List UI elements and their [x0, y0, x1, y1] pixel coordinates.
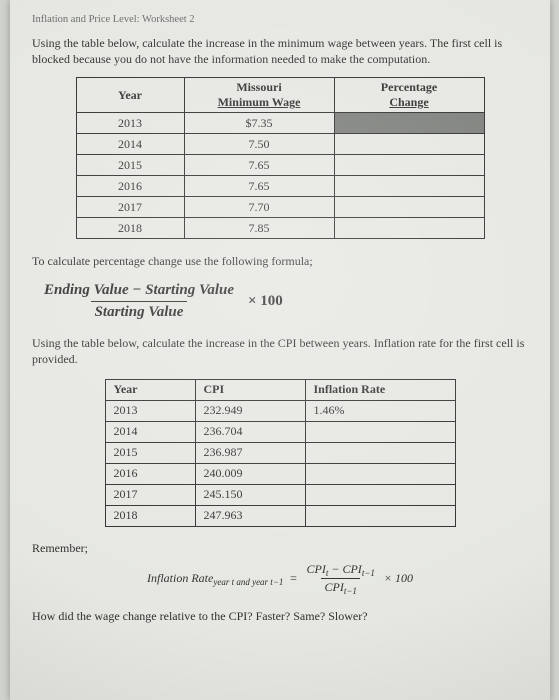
remember-label: Remember; [32, 541, 528, 556]
cell-wage: 7.85 [184, 218, 334, 239]
table-row: 2016 7.65 [76, 176, 484, 197]
cell-year: 2016 [76, 176, 184, 197]
cpi-table: Year CPI Inflation Rate 2013 232.949 1.4… [105, 379, 456, 527]
table-row: 2018 7.85 [76, 218, 484, 239]
worksheet-page: Inflation and Price Level: Worksheet 2 U… [10, 0, 550, 700]
cell-rate[interactable] [305, 463, 455, 484]
table-row: 2015 236.987 [105, 442, 455, 463]
cell-change-blocked [334, 113, 484, 134]
formula-numerator: Ending Value − Starting Value [40, 282, 238, 301]
table-row: 2014 236.704 [105, 421, 455, 442]
table-row: 2017 7.70 [76, 197, 484, 218]
table-row: 2017 245.150 [105, 484, 455, 505]
percentage-change-formula: Ending Value − Starting Value Starting V… [40, 282, 528, 321]
cell-year: 2018 [105, 505, 195, 526]
cell-year: 2015 [105, 442, 195, 463]
cell-year: 2017 [105, 484, 195, 505]
formula2-lhs-sub: year t and year t−1 [213, 577, 283, 587]
cell-rate[interactable] [305, 442, 455, 463]
cell-year: 2016 [105, 463, 195, 484]
col-change-header: Percentage Change [334, 78, 484, 113]
col-wage-header: Missouri Minimum Wage [184, 78, 334, 113]
cpi-intro: Using the table below, calculate the inc… [32, 335, 528, 367]
minimum-wage-table: Year Missouri Minimum Wage Percentage Ch… [76, 77, 485, 239]
cell-cpi: 247.963 [195, 505, 305, 526]
cell-change[interactable] [334, 176, 484, 197]
table-header-row: Year CPI Inflation Rate [105, 379, 455, 400]
final-question: How did the wage change relative to the … [32, 609, 528, 624]
cell-wage: 7.70 [184, 197, 334, 218]
table-row: 2018 247.963 [105, 505, 455, 526]
cell-cpi: 236.704 [195, 421, 305, 442]
cell-change[interactable] [334, 197, 484, 218]
formula-multiplier: × 100 [248, 293, 283, 310]
cell-rate[interactable] [305, 505, 455, 526]
formula-denominator: Starting Value [91, 301, 188, 321]
intro-text: Using the table below, calculate the inc… [32, 35, 528, 67]
cell-year: 2013 [76, 113, 184, 134]
inflation-rate-formula: Inflation Rateyear t and year t−1 = CPIt… [32, 562, 528, 595]
col-rate-header: Inflation Rate [305, 379, 455, 400]
cell-cpi: 245.150 [195, 484, 305, 505]
page-header: Inflation and Price Level: Worksheet 2 [32, 14, 528, 25]
col-year-header: Year [105, 379, 195, 400]
cell-year: 2018 [76, 218, 184, 239]
cell-year: 2017 [76, 197, 184, 218]
cell-cpi: 240.009 [195, 463, 305, 484]
table-row: 2016 240.009 [105, 463, 455, 484]
col-cpi-header: CPI [195, 379, 305, 400]
cell-year: 2013 [105, 400, 195, 421]
cell-change[interactable] [334, 155, 484, 176]
equals-sign: = [289, 571, 297, 586]
cell-rate: 1.46% [305, 400, 455, 421]
formula2-mult: × 100 [384, 571, 413, 586]
cell-change[interactable] [334, 134, 484, 155]
cell-wage: 7.65 [184, 176, 334, 197]
cell-wage: 7.65 [184, 155, 334, 176]
table-header-row: Year Missouri Minimum Wage Percentage Ch… [76, 78, 484, 113]
formula2-lhs: Inflation Rate [147, 571, 213, 585]
cell-change[interactable] [334, 218, 484, 239]
cell-wage: 7.50 [184, 134, 334, 155]
table-row: 2014 7.50 [76, 134, 484, 155]
cell-cpi: 232.949 [195, 400, 305, 421]
col-year-header: Year [76, 78, 184, 113]
table-row: 2015 7.65 [76, 155, 484, 176]
formula-intro: To calculate percentage change use the f… [32, 253, 528, 269]
table-row: 2013 232.949 1.46% [105, 400, 455, 421]
cell-cpi: 236.987 [195, 442, 305, 463]
cell-year: 2015 [76, 155, 184, 176]
table-row: 2013 $7.35 [76, 113, 484, 134]
cell-rate[interactable] [305, 421, 455, 442]
cell-wage: $7.35 [184, 113, 334, 134]
cell-year: 2014 [76, 134, 184, 155]
cell-year: 2014 [105, 421, 195, 442]
cell-rate[interactable] [305, 484, 455, 505]
